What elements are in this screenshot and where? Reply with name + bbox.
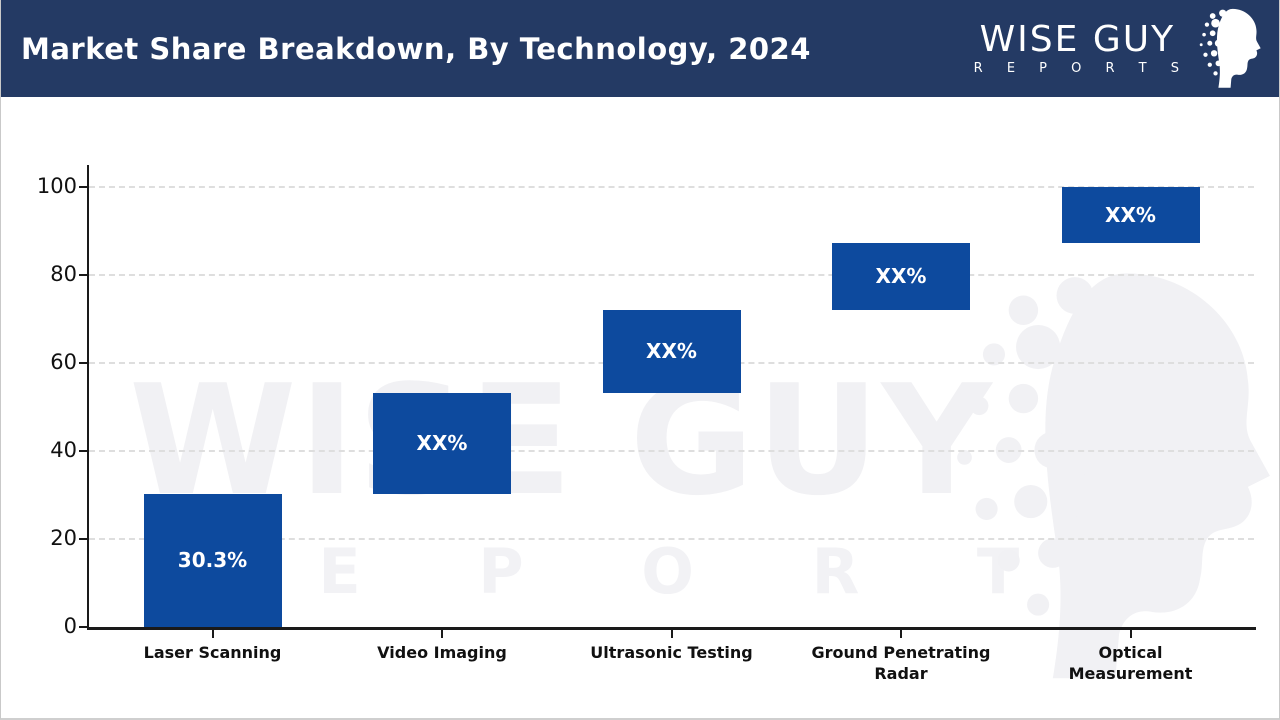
logo-subtitle: R E P O R T S [973,60,1189,76]
x-category-label: Optical Measurement [1068,643,1193,683]
y-tick-mark [79,274,88,276]
bar-2 [373,392,511,494]
bar-3 [602,309,741,393]
y-tick-label: 20 [50,526,77,550]
x-category-label: Ultrasonic Testing [590,643,753,662]
page-title: Market Share Breakdown, By Technology, 2… [21,31,811,66]
wiseguy-face-icon [1191,6,1263,92]
wiseguy-logo-text: WISE GUY R E P O R T S [966,21,1189,76]
x-tick-mark [900,630,902,638]
bar-value-label: XX% [875,264,927,289]
y-tick-label: 40 [50,438,77,462]
gridline [89,538,1254,540]
y-tick-mark [79,626,88,628]
x-tick-mark [211,630,214,638]
bar-4 [832,242,970,310]
y-tick-label: 100 [36,174,77,198]
y-tick-label: 80 [50,262,77,286]
y-tick-mark [79,538,88,540]
watermark-subtitle: R E P O R T S [153,535,1230,608]
bar-1 [143,493,282,627]
y-axis-line [87,165,89,627]
y-tick-mark [79,362,88,364]
bar-value-label: 30.3% [177,548,248,573]
y-tick-mark [79,450,88,452]
y-tick-mark [79,186,88,188]
watermark-face-icon [913,257,1279,702]
bar-value-label: XX% [416,431,468,456]
gridline [89,450,1254,452]
x-category-label: Video Imaging [377,643,507,662]
bar-value-label: XX% [646,339,697,364]
x-axis-line [87,627,1256,630]
x-tick-mark [1129,630,1132,638]
bar-value-label: XX% [1105,202,1156,227]
bar-5 [1061,187,1200,243]
gridline [89,274,1254,276]
x-tick-mark [441,630,443,638]
x-category-label: Ground Penetrating Radar [811,643,991,683]
wiseguy-logo: WISE GUY R E P O R T S [966,6,1263,92]
logo-wordmark: WISE GUY [979,19,1176,61]
chart-canvas: WISE GUY R E P O R T S 0 20 40 60 80 100 30.3%… [1,97,1279,718]
y-tick-label: 0 [63,614,77,638]
gridline [89,186,1254,188]
header-banner: Market Share Breakdown, By Technology, 2… [1,0,1279,97]
y-tick-label: 60 [50,350,77,374]
x-tick-mark [670,630,673,638]
x-category-label: Laser Scanning [143,643,282,662]
